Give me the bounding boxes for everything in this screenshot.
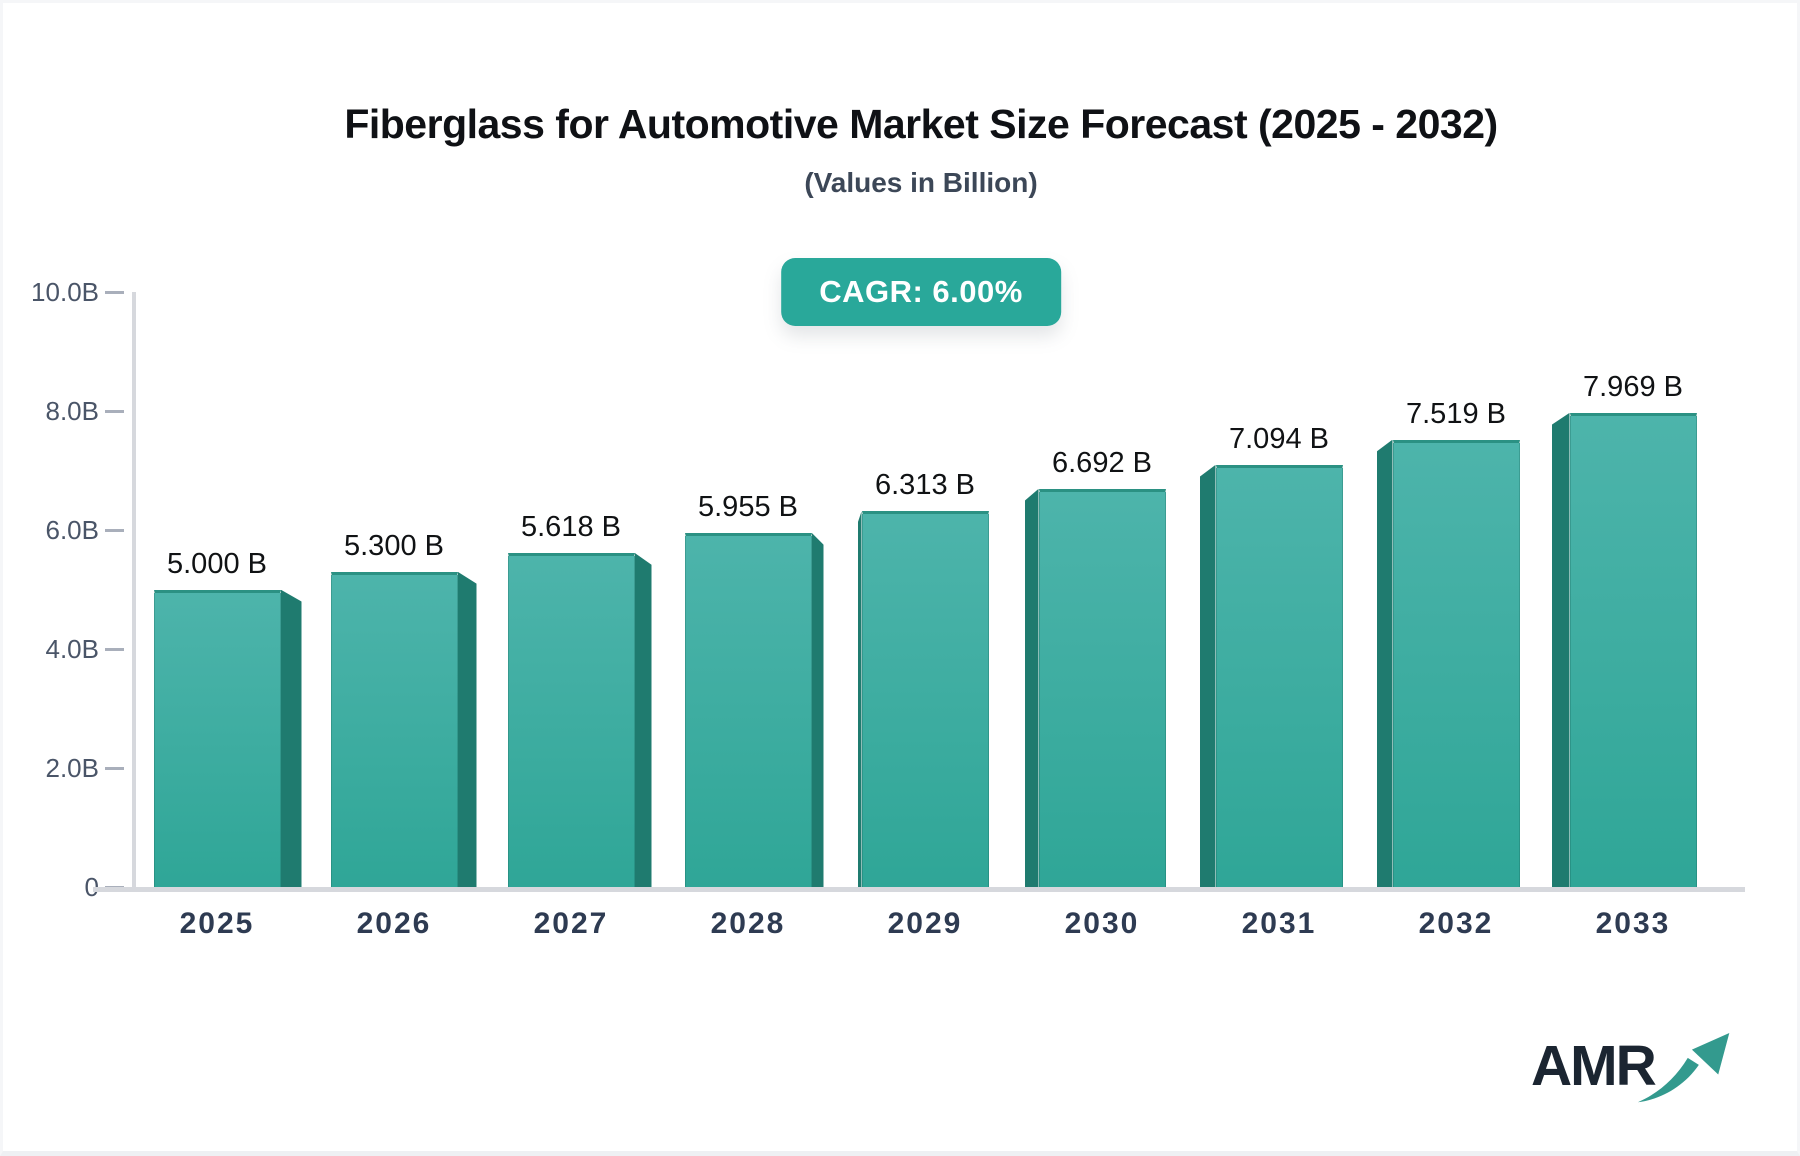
bar-value-label: 5.000 B bbox=[167, 547, 267, 580]
bar-side bbox=[1199, 464, 1216, 887]
x-axis-label: 2026 bbox=[356, 907, 432, 940]
bar-front bbox=[1392, 439, 1520, 887]
x-axis-label: 2030 bbox=[1064, 907, 1140, 940]
y-axis-tick bbox=[105, 290, 124, 294]
cagr-badge: CAGR: 6.00% bbox=[781, 258, 1061, 326]
y-axis-line bbox=[132, 292, 136, 887]
bar-side bbox=[1376, 439, 1393, 887]
y-axis-tick-label: 6.0B bbox=[45, 515, 100, 545]
bar-value-label: 7.969 B bbox=[1583, 370, 1683, 403]
x-axis-label: 2033 bbox=[1595, 907, 1671, 940]
bar-side bbox=[280, 589, 302, 887]
y-axis-tick-label: 4.0B bbox=[45, 634, 100, 664]
bar-front bbox=[1569, 412, 1697, 887]
bar-side bbox=[634, 552, 652, 887]
bar-front bbox=[507, 552, 635, 887]
bar-side bbox=[857, 511, 862, 887]
bar-value-label: 7.094 B bbox=[1229, 422, 1329, 455]
amr-logo-text: AMR bbox=[1531, 1034, 1657, 1098]
bar-value-label: 6.313 B bbox=[875, 469, 975, 502]
x-axis-label: 2029 bbox=[887, 907, 963, 940]
y-axis-tick-label: 10.0B bbox=[31, 277, 99, 307]
bar-value-label: 5.955 B bbox=[698, 490, 798, 523]
y-axis-tick bbox=[105, 528, 124, 532]
y-axis-tick bbox=[105, 409, 124, 413]
bar-front bbox=[684, 532, 812, 887]
amr-logo: AMR bbox=[1531, 1033, 1730, 1113]
bar-side bbox=[1551, 412, 1570, 887]
bar-front bbox=[153, 589, 281, 887]
bar-front bbox=[1215, 464, 1343, 887]
x-axis-label: 2032 bbox=[1418, 907, 1494, 940]
bar-value-label: 7.519 B bbox=[1406, 397, 1506, 430]
bar-side bbox=[1024, 488, 1039, 887]
bar-value-label: 6.692 B bbox=[1052, 446, 1152, 479]
chart-subtitle: (Values in Billion) bbox=[804, 167, 1038, 198]
y-axis-tick-label: 8.0B bbox=[45, 396, 100, 426]
x-axis-label: 2028 bbox=[710, 907, 786, 940]
x-axis-baseline bbox=[93, 887, 1745, 892]
y-axis-tick bbox=[105, 647, 124, 651]
x-axis-label: 2025 bbox=[179, 907, 255, 940]
bar-front bbox=[861, 511, 989, 887]
chart-title: Fiberglass for Automotive Market Size Fo… bbox=[344, 101, 1498, 147]
bar-chart: 0 2.0B 4.0B 6.0B 8.0B 10.0B 5.000 B 2025 5.300 B… bbox=[3, 3, 1797, 1151]
y-axis-tick-label: 0 bbox=[84, 872, 99, 902]
bar-value-label: 5.300 B bbox=[344, 529, 444, 562]
y-axis-tick bbox=[105, 766, 124, 770]
y-axis-tick-label: 2.0B bbox=[45, 753, 100, 783]
growth-arrow-icon bbox=[1637, 1033, 1730, 1103]
x-axis-label: 2031 bbox=[1241, 907, 1317, 940]
x-axis-label: 2027 bbox=[533, 907, 609, 940]
bar-side bbox=[457, 571, 477, 887]
bar-front bbox=[330, 571, 458, 887]
bar-side bbox=[811, 532, 824, 887]
bar-front bbox=[1038, 488, 1166, 887]
bar-value-label: 5.618 B bbox=[521, 510, 621, 543]
